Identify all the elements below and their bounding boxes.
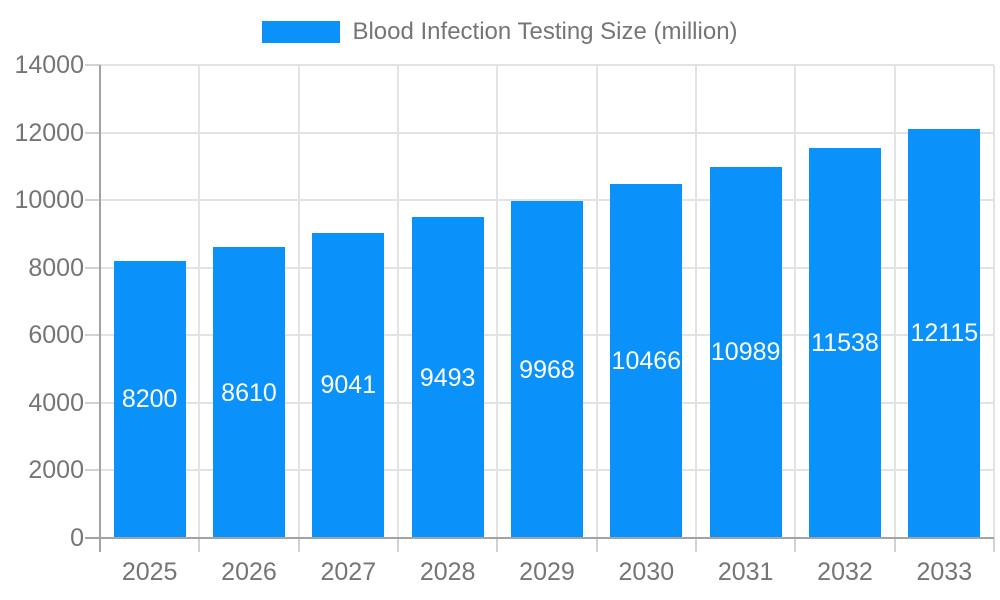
y-tick-mark [85,334,100,337]
y-axis-tick-label: 12000 [14,118,84,147]
x-tick-mark [794,538,797,552]
legend-swatch [262,21,341,43]
x-gridline [397,65,399,538]
legend-label: Blood Infection Testing Size (million) [352,18,738,45]
y-tick-mark [85,266,100,269]
x-axis-tick-label: 2028 [419,558,476,586]
y-tick-mark [85,401,100,404]
x-gridline [297,65,300,538]
x-axis-tick-label: 2032 [817,558,873,586]
x-axis-tick-label: 2026 [221,558,277,586]
y-gridline [85,64,994,66]
x-tick-mark [397,538,399,552]
y-axis-line [99,65,101,552]
bar-value-label: 9493 [419,363,476,392]
bar-value-label: 8610 [221,378,277,407]
x-tick-mark [993,538,995,552]
y-tick-mark [85,64,100,66]
x-axis-tick-label: 2031 [717,558,774,586]
x-tick-mark [297,538,300,552]
y-axis-tick-label: 2000 [28,456,84,485]
x-axis-tick-label: 2029 [519,558,575,586]
bar-2028 [411,217,484,538]
y-axis-tick-label: 8000 [28,253,84,282]
y-axis-tick-label: 10000 [14,186,84,215]
y-tick-mark [85,131,100,134]
bar-value-label: 9968 [519,355,575,384]
x-tick-mark [198,538,201,552]
bar-2025 [113,260,186,538]
x-gridline [695,65,697,538]
y-axis-tick-label: 6000 [28,321,84,350]
y-gridline [85,131,994,134]
y-axis-tick-label: 4000 [28,388,84,417]
bar-2033 [908,128,981,538]
bar-2030 [610,184,683,538]
y-tick-mark [85,469,100,472]
x-gridline [893,65,896,538]
x-axis-tick-label: 2027 [320,558,377,586]
y-axis-tick-label: 0 [70,524,84,552]
bar-value-label: 10989 [710,338,781,367]
x-axis-tick-label: 2025 [121,558,178,586]
y-axis-tick-label: 14000 [14,51,84,79]
x-gridline [595,65,598,538]
bar-value-label: 10466 [611,347,682,376]
x-axis-line [85,537,994,539]
bar-2029 [511,201,583,538]
bar-2026 [213,247,285,538]
legend-item[interactable]: Blood Infection Testing Size (million) [0,17,1000,47]
bar-2032 [809,148,881,538]
x-tick-mark [496,538,499,552]
bar-value-label: 12115 [910,319,979,348]
bar-2027 [312,232,385,538]
x-gridline [198,65,201,538]
x-gridline [794,65,797,538]
bar-value-label: 9041 [320,371,377,400]
x-tick-mark [595,538,598,552]
bar-2031 [709,166,782,538]
x-gridline [993,65,995,538]
bar-value-label: 8200 [121,385,178,414]
y-tick-mark [85,199,100,202]
x-axis-tick-label: 2030 [618,558,675,586]
y-gridline [85,199,994,202]
x-axis-tick-label: 2033 [916,558,973,586]
bar-value-label: 11538 [811,329,879,358]
x-tick-mark [893,538,896,552]
x-gridline [496,65,499,538]
x-tick-mark [695,538,697,552]
